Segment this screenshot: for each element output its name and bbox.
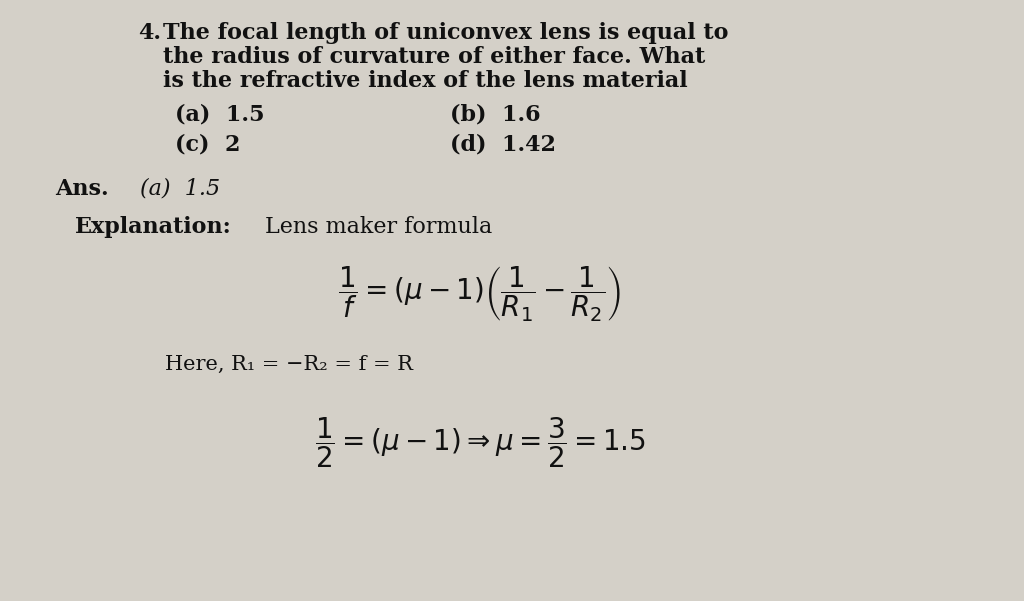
Text: Here, R₁ = −R₂ = f = R: Here, R₁ = −R₂ = f = R <box>165 355 413 374</box>
Text: $\dfrac{1}{2}=(\mu-1)\Rightarrow\mu=\dfrac{3}{2}=1.5$: $\dfrac{1}{2}=(\mu-1)\Rightarrow\mu=\dfr… <box>314 415 645 469</box>
Text: the radius of curvature of either face. What: the radius of curvature of either face. … <box>163 46 706 68</box>
Text: (a)  1.5: (a) 1.5 <box>175 103 264 125</box>
Text: Ans.: Ans. <box>55 178 109 200</box>
Text: Explanation:: Explanation: <box>75 216 231 238</box>
Text: (a)  1.5: (a) 1.5 <box>140 178 220 200</box>
Text: (d)  1.42: (d) 1.42 <box>450 133 556 155</box>
Text: is the refractive index of the lens material: is the refractive index of the lens mate… <box>163 70 688 92</box>
Text: (c)  2: (c) 2 <box>175 133 241 155</box>
Text: 4.: 4. <box>138 22 161 44</box>
Text: The focal length of uniconvex lens is equal to: The focal length of uniconvex lens is eq… <box>163 22 728 44</box>
Text: Lens maker formula: Lens maker formula <box>265 216 493 238</box>
Text: (b)  1.6: (b) 1.6 <box>450 103 541 125</box>
Text: $\dfrac{1}{f}=(\mu-1)\left(\dfrac{1}{R_1}-\dfrac{1}{R_2}\right)$: $\dfrac{1}{f}=(\mu-1)\left(\dfrac{1}{R_1… <box>338 265 622 325</box>
